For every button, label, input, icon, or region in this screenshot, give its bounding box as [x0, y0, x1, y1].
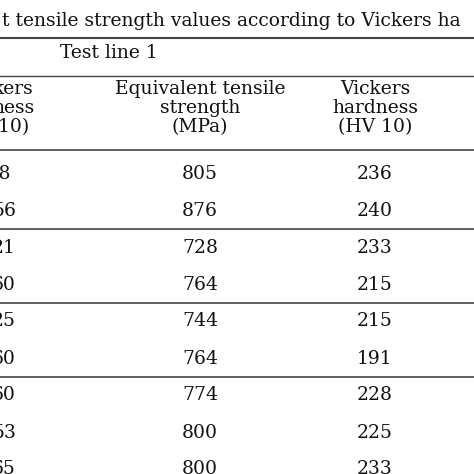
- Text: 60: 60: [0, 275, 16, 293]
- Text: 728: 728: [182, 238, 218, 256]
- Text: 215: 215: [357, 275, 393, 293]
- Text: 56: 56: [0, 201, 16, 219]
- Text: 215: 215: [357, 312, 393, 330]
- Text: 764: 764: [182, 349, 218, 367]
- Text: kers: kers: [0, 80, 33, 98]
- Text: 800: 800: [182, 423, 218, 441]
- Text: 65: 65: [0, 461, 16, 474]
- Text: 805: 805: [182, 164, 218, 182]
- Text: 233: 233: [357, 238, 393, 256]
- Text: 60: 60: [0, 386, 16, 404]
- Text: 60: 60: [0, 349, 16, 367]
- Text: 236: 236: [357, 164, 393, 182]
- Text: strength: strength: [160, 99, 240, 117]
- Text: 10): 10): [0, 118, 29, 136]
- Text: 240: 240: [357, 201, 393, 219]
- Text: 774: 774: [182, 386, 218, 404]
- Text: 800: 800: [182, 461, 218, 474]
- Text: hardness: hardness: [332, 99, 418, 117]
- Text: Test line 1: Test line 1: [60, 44, 158, 62]
- Text: Vickers: Vickers: [340, 80, 410, 98]
- Text: 228: 228: [357, 386, 393, 404]
- Text: ness: ness: [0, 99, 34, 117]
- Text: 53: 53: [0, 423, 16, 441]
- Text: 233: 233: [357, 461, 393, 474]
- Text: -8: -8: [0, 164, 10, 182]
- Text: (MPa): (MPa): [172, 118, 228, 136]
- Text: 744: 744: [182, 312, 218, 330]
- Text: 876: 876: [182, 201, 218, 219]
- Text: Equivalent tensile: Equivalent tensile: [115, 80, 285, 98]
- Text: 225: 225: [357, 423, 393, 441]
- Text: (HV 10): (HV 10): [338, 118, 412, 136]
- Text: t tensile strength values according to Vickers ha: t tensile strength values according to V…: [2, 12, 461, 30]
- Text: 191: 191: [357, 349, 393, 367]
- Text: 764: 764: [182, 275, 218, 293]
- Text: 21: 21: [0, 238, 16, 256]
- Text: 25: 25: [0, 312, 16, 330]
